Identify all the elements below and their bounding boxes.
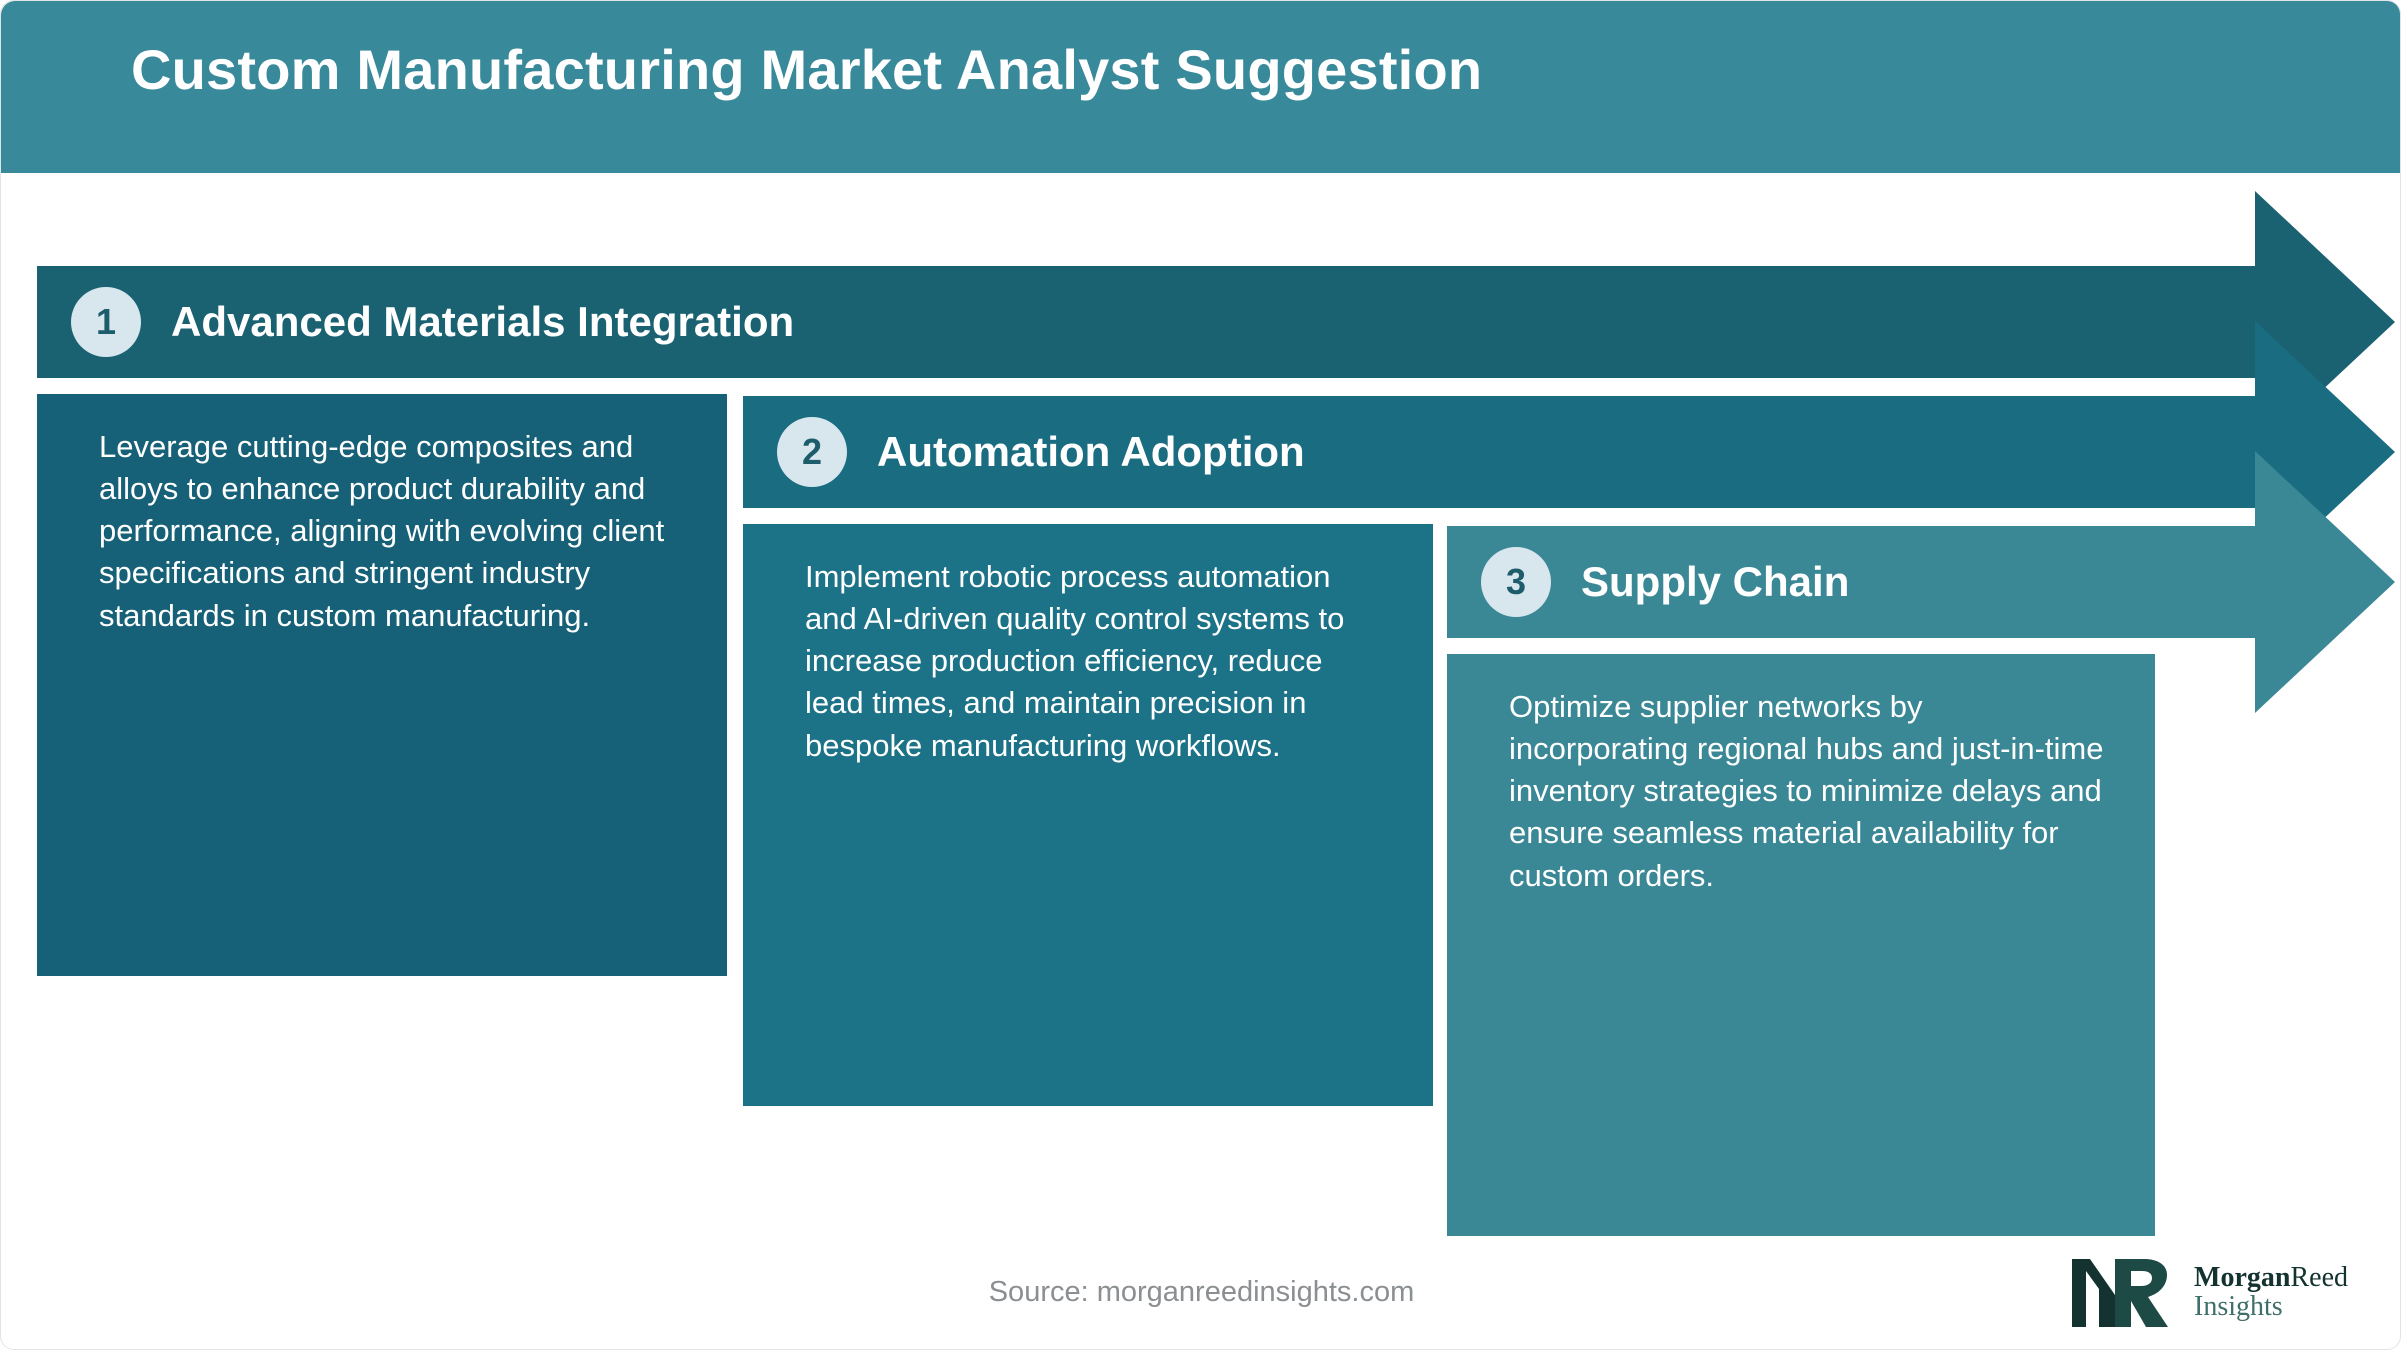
header-bar: Custom Manufacturing Market Analyst Sugg… — [1, 1, 2400, 173]
step-banner-2[interactable]: 2 Automation Adoption — [743, 396, 2255, 508]
step-title-3: Supply Chain — [1581, 558, 1850, 605]
logo-word-insights: Insights — [2194, 1291, 2283, 1322]
step-number-badge-3: 3 — [1481, 547, 1551, 617]
brand-logo: MorganReed Insights — [2068, 1253, 2348, 1331]
step-body-3: Optimize supplier networks by incorporat… — [1447, 654, 2155, 1236]
step-body-2: Implement robotic process automation and… — [743, 524, 1433, 1106]
mr-monogram-icon — [2072, 1259, 2169, 1327]
logo-word-reed: Reed — [2290, 1261, 2348, 1293]
step-number-badge-1: 1 — [71, 287, 141, 357]
arrow-head-step-1 — [2255, 191, 2395, 453]
page-title: Custom Manufacturing Market Analyst Sugg… — [131, 38, 1483, 101]
arrow-head-step-3 — [2255, 451, 2395, 713]
step-body-1: Leverage cutting-edge composites and all… — [37, 394, 727, 976]
logo-wordmark: MorganReed Insights — [2194, 1263, 2348, 1321]
logo-line-1: MorganReed — [2194, 1263, 2348, 1292]
arrow-head-step-2 — [2255, 321, 2395, 583]
step-banner-3[interactable]: 3 Supply Chain — [1447, 526, 2255, 638]
step-title-1: Advanced Materials Integration — [171, 298, 795, 345]
source-label: Source: morganreedinsights.com — [988, 1276, 1415, 1308]
logo-word-morgan: Morgan — [2194, 1261, 2291, 1293]
step-number-badge-2: 2 — [777, 417, 847, 487]
step-title-2: Automation Adoption — [877, 428, 1305, 475]
step-banner-1[interactable]: 1 Advanced Materials Integration — [37, 266, 2255, 378]
